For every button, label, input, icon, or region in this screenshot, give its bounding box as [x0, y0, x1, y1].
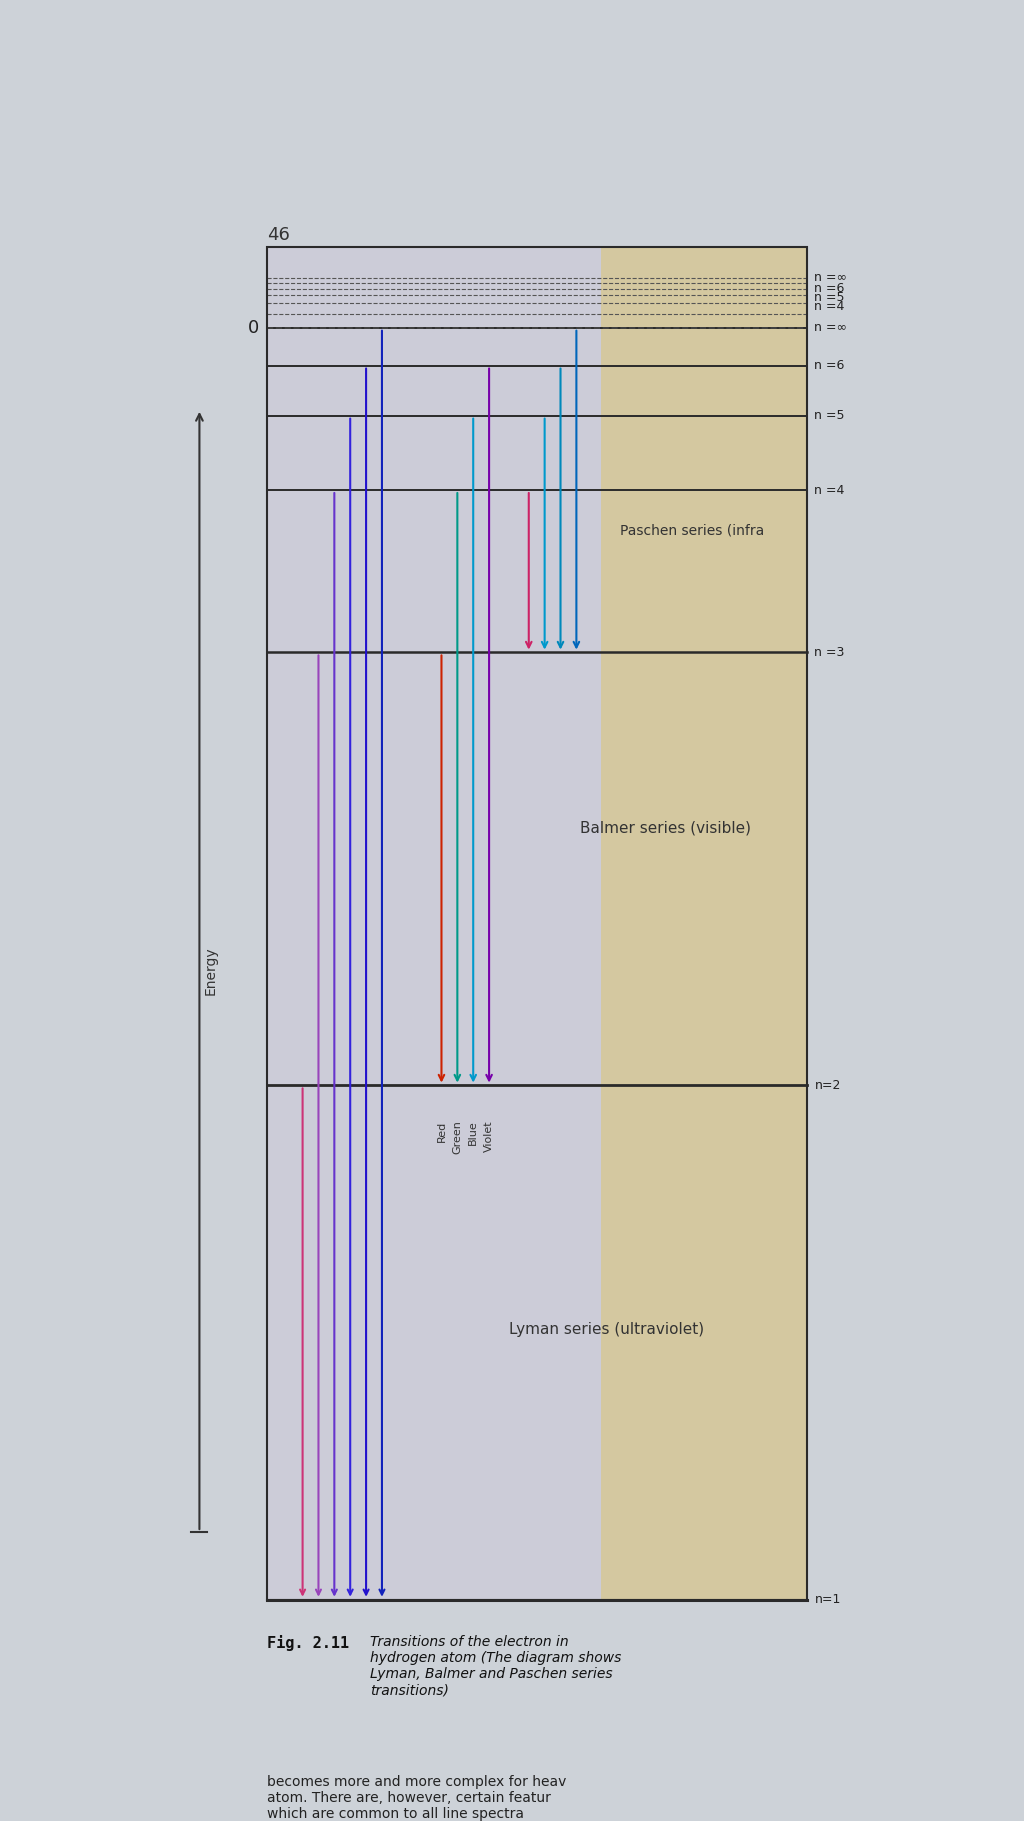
- Text: n =5: n =5: [814, 410, 845, 422]
- Text: n =4: n =4: [814, 484, 845, 497]
- Text: Transitions of the electron in
hydrogen atom (The diagram shows
Lyman, Balmer an: Transitions of the electron in hydrogen …: [370, 1635, 622, 1697]
- Text: n =4: n =4: [814, 300, 845, 313]
- Text: Fig. 2.11: Fig. 2.11: [267, 1635, 349, 1650]
- Text: n =∞: n =∞: [814, 271, 847, 284]
- Text: n =∞: n =∞: [814, 320, 847, 335]
- Text: n =6: n =6: [814, 359, 845, 371]
- Text: Red: Red: [436, 1120, 446, 1142]
- Text: n =6: n =6: [814, 282, 845, 295]
- Text: n=1: n=1: [814, 1593, 841, 1606]
- Text: 46: 46: [267, 226, 290, 244]
- Text: 0: 0: [248, 319, 259, 337]
- Bar: [267, 246, 601, 1599]
- Text: Balmer series (visible): Balmer series (visible): [581, 821, 752, 836]
- Text: Green: Green: [453, 1120, 463, 1155]
- Text: Violet: Violet: [484, 1120, 495, 1153]
- Text: Paschen series (infra: Paschen series (infra: [620, 524, 764, 537]
- Bar: [601, 246, 807, 1599]
- Text: n =5: n =5: [814, 291, 845, 304]
- Bar: [267, 246, 807, 1599]
- Text: n=2: n=2: [814, 1080, 841, 1093]
- Text: Energy: Energy: [204, 947, 217, 994]
- Text: Blue: Blue: [468, 1120, 478, 1145]
- Text: becomes more and more complex for heav
atom. There are, however, certain featur
: becomes more and more complex for heav a…: [267, 1775, 566, 1821]
- Text: n =3: n =3: [814, 646, 845, 659]
- Text: Lyman series (ultraviolet): Lyman series (ultraviolet): [509, 1322, 705, 1337]
